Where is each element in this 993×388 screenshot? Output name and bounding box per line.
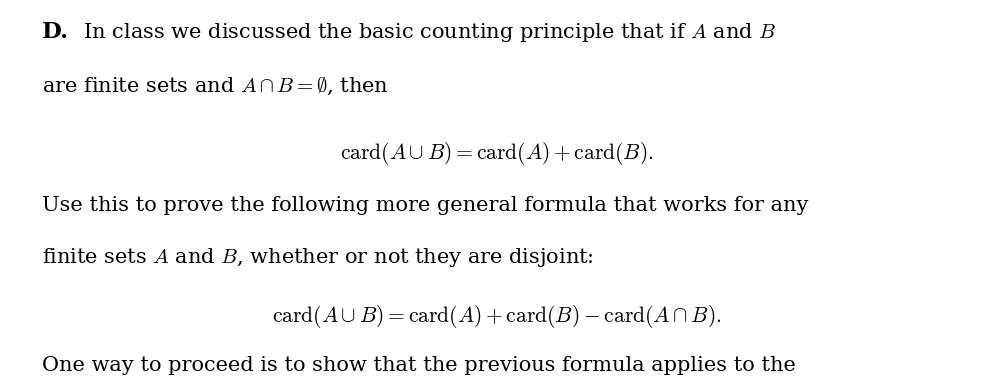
Text: In class we discussed the basic counting principle that if $A$ and $B$: In class we discussed the basic counting… — [77, 21, 777, 44]
Text: One way to proceed is to show that the previous formula applies to the: One way to proceed is to show that the p… — [42, 356, 795, 375]
Text: $\mathrm{card}(A \cup B) = \mathrm{card}(A) + \mathrm{card}(B).$: $\mathrm{card}(A \cup B) = \mathrm{card}… — [340, 140, 653, 168]
Text: $\mathrm{card}(A \cup B) = \mathrm{card}(A) + \mathrm{card}(B) - \mathrm{card}(A: $\mathrm{card}(A \cup B) = \mathrm{card}… — [272, 303, 721, 331]
Text: are finite sets and $A \cap B = \emptyset$, then: are finite sets and $A \cap B = \emptyse… — [42, 76, 388, 97]
Text: finite sets $A$ and $B$, whether or not they are disjoint:: finite sets $A$ and $B$, whether or not … — [42, 246, 594, 269]
Text: D.: D. — [42, 21, 69, 43]
Text: Use this to prove the following more general formula that works for any: Use this to prove the following more gen… — [42, 196, 808, 215]
